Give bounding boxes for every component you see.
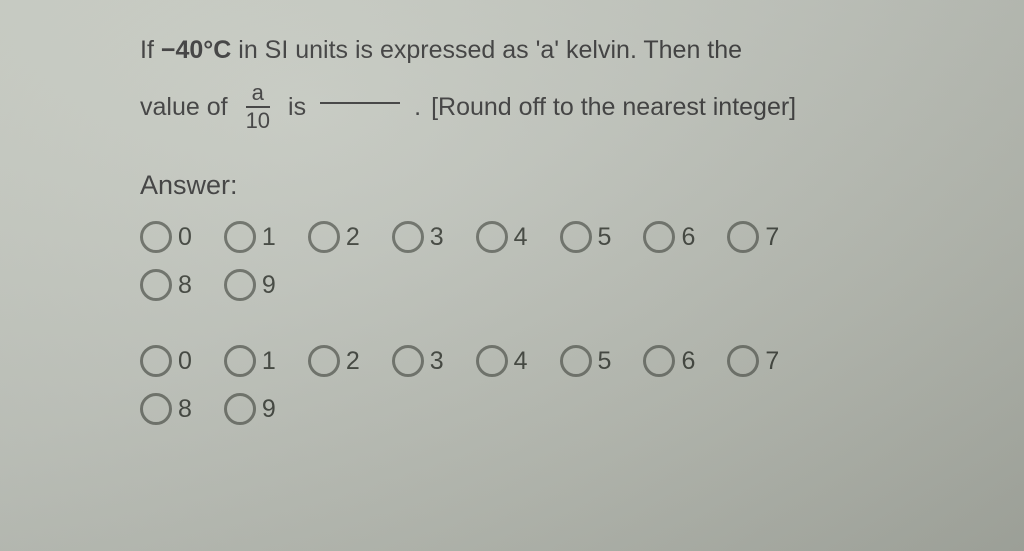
radio-icon — [392, 345, 424, 377]
question-line-1: If −40°C in SI units is expressed as 'a'… — [140, 30, 884, 70]
option-g1-4[interactable]: 4 — [476, 221, 528, 253]
option-label: 1 — [262, 223, 276, 252]
digit-group-1-row-2: 8 9 — [140, 269, 884, 301]
radio-icon — [224, 393, 256, 425]
option-g1-6[interactable]: 6 — [643, 221, 695, 253]
option-g2-5[interactable]: 5 — [560, 345, 612, 377]
digit-group-1-row-1: 0 1 2 3 4 5 6 7 — [140, 221, 884, 253]
radio-icon — [140, 345, 172, 377]
fraction-numerator: a — [246, 82, 270, 108]
option-label: 6 — [681, 347, 695, 376]
q-text-mid: in SI units is expressed as — [231, 36, 535, 64]
radio-icon — [560, 345, 592, 377]
radio-icon — [308, 345, 340, 377]
radio-icon — [476, 221, 508, 253]
option-g1-3[interactable]: 3 — [392, 221, 444, 253]
question-line-2: value of a 10 is . [Round off to the nea… — [140, 82, 884, 132]
q-text-if: If — [140, 36, 161, 64]
radio-icon — [140, 221, 172, 253]
option-label: 0 — [178, 347, 192, 376]
option-g2-7[interactable]: 7 — [727, 345, 779, 377]
fraction-denominator: 10 — [240, 108, 276, 132]
radio-icon — [308, 221, 340, 253]
option-label: 2 — [346, 347, 360, 376]
option-label: 3 — [430, 223, 444, 252]
option-label: 5 — [598, 223, 612, 252]
digit-group-2: 0 1 2 3 4 5 6 7 8 9 — [140, 345, 884, 425]
option-label: 2 — [346, 223, 360, 252]
q2-is: is — [288, 93, 306, 122]
option-label: 6 — [681, 223, 695, 252]
option-label: 7 — [765, 347, 779, 376]
option-g2-9[interactable]: 9 — [224, 393, 276, 425]
option-g2-0[interactable]: 0 — [140, 345, 192, 377]
radio-icon — [140, 393, 172, 425]
option-g1-1[interactable]: 1 — [224, 221, 276, 253]
radio-icon — [224, 345, 256, 377]
option-g1-9[interactable]: 9 — [224, 269, 276, 301]
radio-icon — [224, 269, 256, 301]
radio-icon — [140, 269, 172, 301]
option-g1-8[interactable]: 8 — [140, 269, 192, 301]
option-g1-2[interactable]: 2 — [308, 221, 360, 253]
option-label: 4 — [514, 223, 528, 252]
option-g2-6[interactable]: 6 — [643, 345, 695, 377]
option-g1-7[interactable]: 7 — [727, 221, 779, 253]
option-g1-0[interactable]: 0 — [140, 221, 192, 253]
question-page: If −40°C in SI units is expressed as 'a'… — [0, 0, 1024, 425]
radio-icon — [727, 221, 759, 253]
radio-icon — [727, 345, 759, 377]
option-label: 0 — [178, 223, 192, 252]
option-label: 9 — [262, 395, 276, 424]
radio-icon — [392, 221, 424, 253]
radio-icon — [560, 221, 592, 253]
q2-hint: [Round off to the nearest integer] — [431, 93, 796, 122]
q-text-suffix: kelvin. Then the — [559, 36, 742, 64]
option-label: 5 — [598, 347, 612, 376]
digit-group-1: 0 1 2 3 4 5 6 7 8 9 — [140, 221, 884, 301]
option-g1-5[interactable]: 5 — [560, 221, 612, 253]
radio-icon — [224, 221, 256, 253]
radio-icon — [476, 345, 508, 377]
answer-heading: Answer: — [140, 170, 884, 201]
option-label: 1 — [262, 347, 276, 376]
option-label: 8 — [178, 271, 192, 300]
radio-icon — [643, 221, 675, 253]
option-g2-8[interactable]: 8 — [140, 393, 192, 425]
digit-group-2-row-1: 0 1 2 3 4 5 6 7 — [140, 345, 884, 377]
option-label: 7 — [765, 223, 779, 252]
option-label: 4 — [514, 347, 528, 376]
option-label: 8 — [178, 395, 192, 424]
radio-icon — [643, 345, 675, 377]
q-temp: −40°C — [161, 36, 231, 64]
option-label: 9 — [262, 271, 276, 300]
q2-period: . — [414, 93, 421, 122]
option-g2-1[interactable]: 1 — [224, 345, 276, 377]
q2-prefix: value of — [140, 93, 228, 122]
option-g2-3[interactable]: 3 — [392, 345, 444, 377]
fill-blank — [320, 102, 400, 104]
option-g2-4[interactable]: 4 — [476, 345, 528, 377]
fraction: a 10 — [240, 82, 276, 132]
option-label: 3 — [430, 347, 444, 376]
q-var-a: 'a' — [536, 36, 559, 64]
option-g2-2[interactable]: 2 — [308, 345, 360, 377]
digit-group-2-row-2: 8 9 — [140, 393, 884, 425]
